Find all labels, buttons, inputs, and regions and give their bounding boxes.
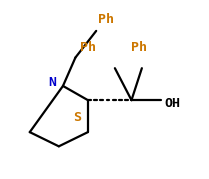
Text: OH: OH xyxy=(165,97,181,110)
Text: Ph: Ph xyxy=(80,41,96,54)
Text: N: N xyxy=(49,76,57,89)
Text: Ph: Ph xyxy=(131,41,148,54)
Text: S: S xyxy=(74,111,82,124)
Text: Ph: Ph xyxy=(98,13,114,26)
